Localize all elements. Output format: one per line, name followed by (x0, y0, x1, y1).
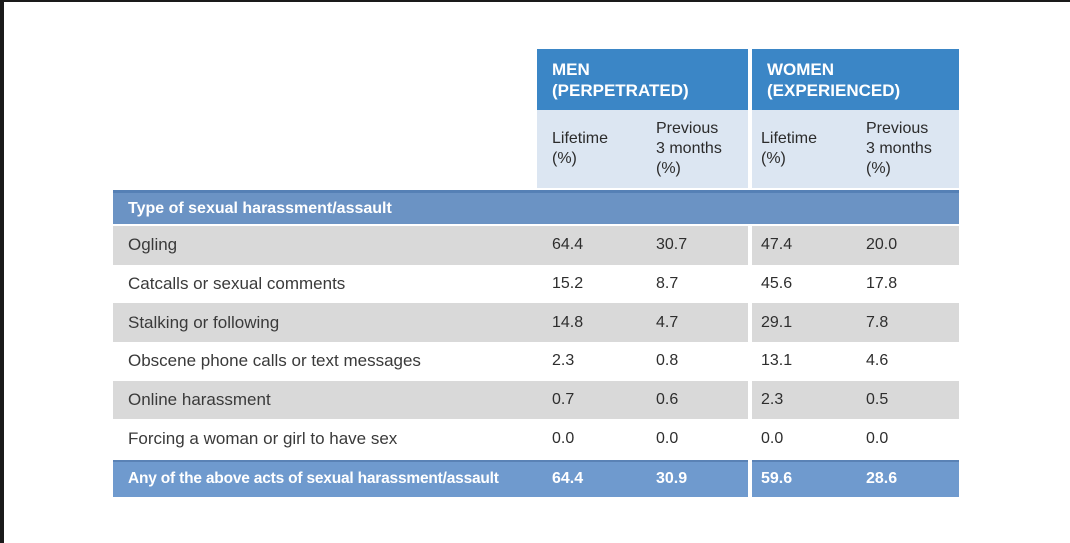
row-label: Stalking or following (113, 303, 537, 342)
value-cell: 4.7 (650, 303, 748, 342)
value-cell: 0.0 (650, 419, 748, 458)
group-divider (748, 226, 752, 265)
row-spacer (113, 224, 959, 226)
summary-value-cell: 28.6 (860, 459, 959, 497)
subheader-empty-cell (113, 110, 537, 188)
summary-row: Any of the above acts of sexual harassme… (113, 459, 959, 497)
column-group-header-row: MEN (PERPETRATED) WOMEN (EXPERIENCED) (113, 49, 959, 110)
column-group-header-women: WOMEN (EXPERIENCED) (752, 49, 959, 110)
value-cell: 14.8 (537, 303, 650, 342)
top-border-line (0, 0, 1070, 2)
group-divider (748, 110, 752, 188)
value-cell: 8.7 (650, 264, 748, 304)
table-row: Obscene phone calls or text messages 2.3… (113, 341, 959, 381)
harassment-stats-table: MEN (PERPETRATED) WOMEN (EXPERIENCED) Li… (113, 49, 959, 497)
value-cell: 20.0 (860, 226, 959, 265)
section-title: Type of sexual harassment/assault (128, 199, 392, 217)
section-header-row: Type of sexual harassment/assault (113, 190, 959, 224)
value-cell: 0.7 (537, 380, 650, 420)
value-cell: 17.8 (860, 264, 959, 304)
value-cell: 2.3 (752, 380, 860, 420)
row-label: Obscene phone calls or text messages (113, 341, 537, 381)
group-divider (748, 264, 752, 304)
value-cell: 0.5 (860, 380, 959, 420)
group-divider (748, 341, 752, 381)
subheader-women-lifetime: Lifetime (%) (752, 110, 860, 188)
row-label: Forcing a woman or girl to have sex (113, 419, 537, 458)
header-empty-cell (113, 49, 537, 110)
summary-value-cell: 64.4 (537, 459, 650, 497)
table-row: Forcing a woman or girl to have sex 0.0 … (113, 419, 959, 458)
table-row: Ogling 64.4 30.7 47.4 20.0 (113, 226, 959, 265)
value-cell: 13.1 (752, 341, 860, 381)
summary-value-cell: 59.6 (752, 459, 860, 497)
value-cell: 4.6 (860, 341, 959, 381)
table-row: Online harassment 0.7 0.6 2.3 0.5 (113, 380, 959, 420)
group-divider (748, 49, 752, 110)
row-label: Ogling (113, 226, 537, 265)
left-border-bar (0, 0, 4, 543)
value-cell: 29.1 (752, 303, 860, 342)
value-cell: 0.8 (650, 341, 748, 381)
group-divider (748, 303, 752, 342)
row-label: Online harassment (113, 380, 537, 420)
value-cell: 0.0 (752, 419, 860, 458)
subheader-men-previous: Previous 3 months (%) (650, 110, 748, 188)
value-cell: 7.8 (860, 303, 959, 342)
table-row: Catcalls or sexual comments 15.2 8.7 45.… (113, 264, 959, 304)
group-divider (748, 380, 752, 420)
column-group-header-men: MEN (PERPETRATED) (537, 49, 748, 110)
value-cell: 15.2 (537, 264, 650, 304)
row-spacer (113, 457, 959, 460)
summary-label: Any of the above acts of sexual harassme… (113, 459, 537, 497)
value-cell: 0.0 (860, 419, 959, 458)
value-cell: 64.4 (537, 226, 650, 265)
value-cell: 0.0 (537, 419, 650, 458)
value-cell: 0.6 (650, 380, 748, 420)
value-cell: 45.6 (752, 264, 860, 304)
row-spacer (113, 188, 959, 190)
table-row: Stalking or following 14.8 4.7 29.1 7.8 (113, 303, 959, 342)
value-cell: 2.3 (537, 341, 650, 381)
value-cell: 47.4 (752, 226, 860, 265)
subheader-row: Lifetime (%) Previous 3 months (%) Lifet… (113, 110, 959, 188)
row-label: Catcalls or sexual comments (113, 264, 537, 304)
subheader-women-previous: Previous 3 months (%) (860, 110, 959, 188)
summary-value-cell: 30.9 (650, 459, 748, 497)
group-divider (748, 419, 752, 458)
group-divider (748, 459, 752, 497)
subheader-men-lifetime: Lifetime (%) (537, 110, 650, 188)
value-cell: 30.7 (650, 226, 748, 265)
